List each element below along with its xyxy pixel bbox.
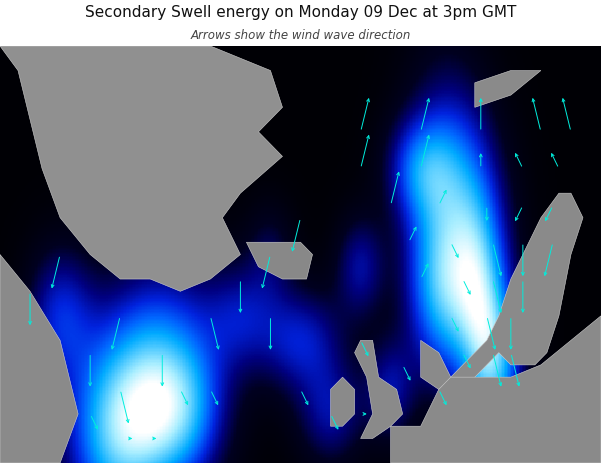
Text: Secondary Swell energy on Monday 09 Dec at 3pm GMT: Secondary Swell energy on Monday 09 Dec …	[85, 6, 516, 20]
Polygon shape	[355, 340, 403, 438]
Polygon shape	[0, 46, 282, 291]
Polygon shape	[0, 255, 78, 463]
Polygon shape	[421, 193, 583, 389]
Polygon shape	[475, 70, 541, 107]
Text: Arrows show the wind wave direction: Arrows show the wind wave direction	[191, 29, 410, 43]
Polygon shape	[331, 377, 355, 426]
Polygon shape	[391, 316, 601, 463]
Polygon shape	[246, 242, 313, 279]
